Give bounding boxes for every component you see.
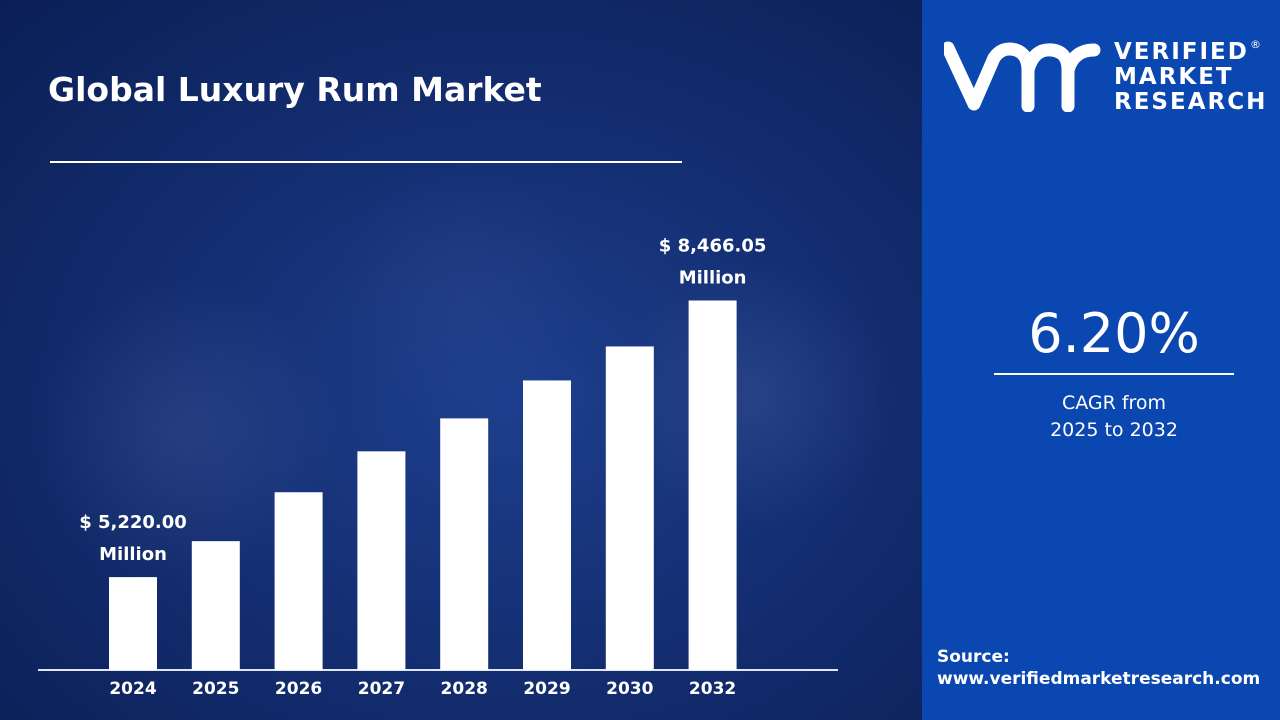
x-tick-label: 2032	[689, 679, 736, 699]
cagr-label: CAGR from 2025 to 2032	[994, 390, 1234, 444]
bar-2028	[440, 418, 489, 670]
data-label-unit: Million	[679, 268, 747, 289]
bar-chart: 2024 2025 2026 2027 2028 2029 2030 2032 $ 5,220.…	[38, 236, 838, 699]
cagr-label-line-2: 2025 to 2032	[1050, 419, 1178, 441]
brand-name: VERIFIED MARKET RESEARCH	[1114, 40, 1267, 115]
cagr-label-line-1: CAGR from	[1061, 392, 1167, 414]
cagr-divider	[994, 373, 1234, 375]
bar-2032	[688, 300, 737, 670]
registered-mark: ®	[1250, 38, 1261, 51]
chart-title: Global Luxury Rum Market	[48, 70, 542, 109]
x-tick-label: 2027	[358, 679, 405, 699]
bar-2027	[357, 451, 406, 670]
source: Source: www.verifiedmarketresearch.com	[937, 646, 1260, 690]
source-url[interactable]: www.verifiedmarketresearch.com	[937, 669, 1261, 689]
x-tick-label: 2026	[275, 679, 322, 699]
bar-2029	[523, 380, 571, 670]
bar-2025	[191, 541, 240, 670]
data-label-unit: Million	[99, 544, 167, 565]
bar-2030	[605, 346, 654, 670]
x-tick-label: 2030	[606, 679, 653, 699]
source-label: Source:	[937, 647, 1010, 667]
x-tick-label: 2025	[192, 679, 239, 699]
data-label-value: $ 8,466.05	[659, 236, 767, 257]
brand-line-3: RESEARCH	[1114, 89, 1268, 115]
vmr-logo-icon	[944, 41, 1101, 112]
data-label-value: $ 5,220.00	[79, 512, 187, 533]
info-panel	[922, 0, 1280, 720]
title-divider	[50, 161, 682, 163]
x-tick-label: 2029	[523, 679, 570, 699]
brand-line-2: MARKET	[1114, 64, 1234, 90]
bar-2024	[109, 577, 157, 670]
x-tick-label: 2024	[109, 679, 156, 699]
x-tick-label: 2028	[441, 679, 488, 699]
brand-line-1: VERIFIED	[1114, 39, 1249, 65]
cagr-value: 6.20%	[1028, 302, 1200, 365]
bar-2026	[274, 492, 323, 670]
